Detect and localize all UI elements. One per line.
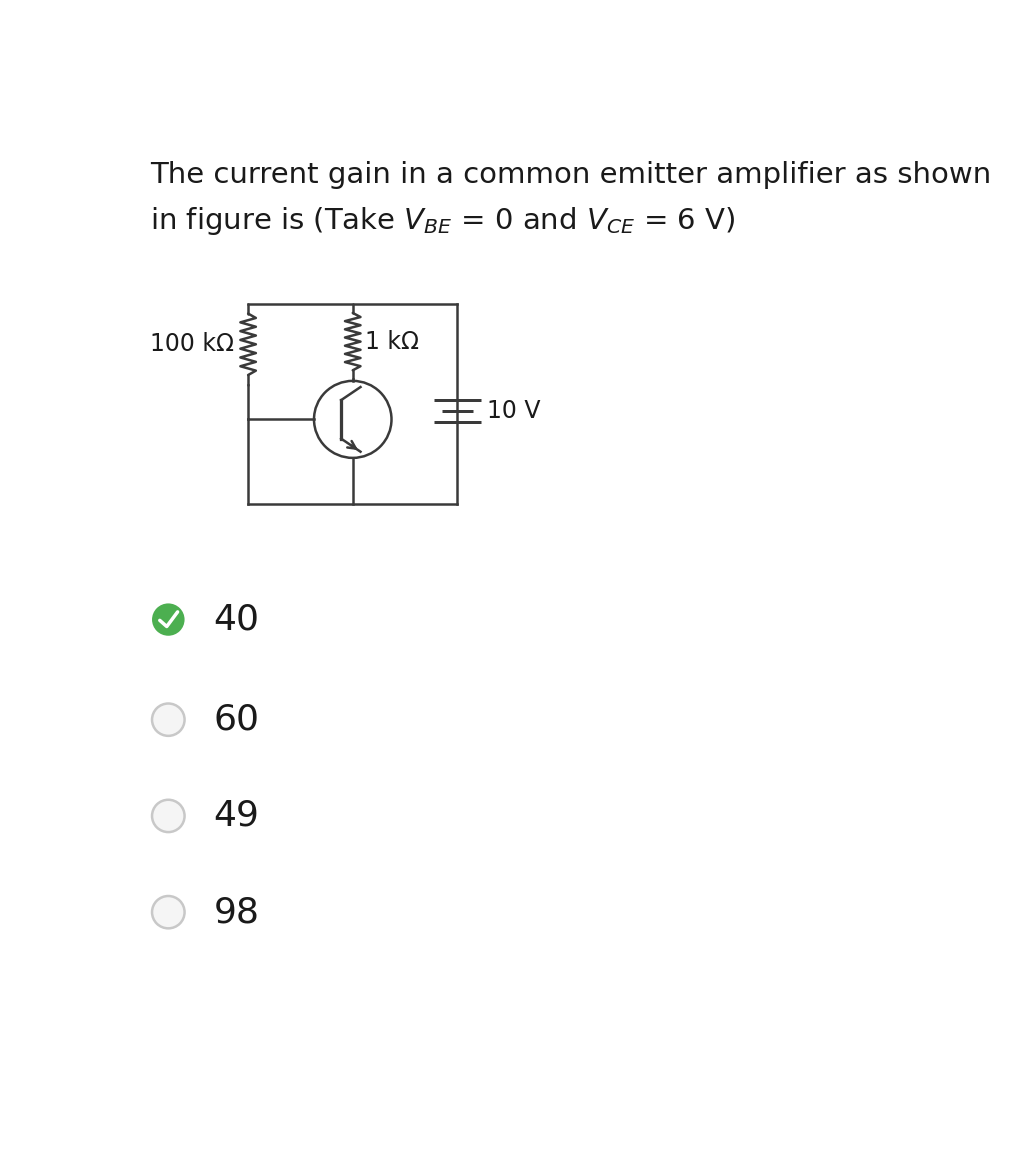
Text: in figure is (Take $V_{BE}$ = 0 and $V_{CE}$ = 6 V): in figure is (Take $V_{BE}$ = 0 and $V_{… bbox=[150, 205, 735, 237]
Text: 60: 60 bbox=[213, 703, 259, 737]
Text: 100 kΩ: 100 kΩ bbox=[151, 333, 234, 356]
Circle shape bbox=[152, 703, 184, 736]
Circle shape bbox=[152, 799, 184, 832]
Text: The current gain in a common emitter amplifier as shown: The current gain in a common emitter amp… bbox=[150, 162, 991, 190]
Text: 49: 49 bbox=[213, 799, 259, 833]
Text: 40: 40 bbox=[213, 602, 259, 636]
Circle shape bbox=[152, 604, 184, 635]
Text: 1 kΩ: 1 kΩ bbox=[366, 329, 419, 354]
Text: 98: 98 bbox=[213, 895, 259, 929]
Text: 10 V: 10 V bbox=[486, 398, 541, 423]
Circle shape bbox=[152, 897, 184, 928]
